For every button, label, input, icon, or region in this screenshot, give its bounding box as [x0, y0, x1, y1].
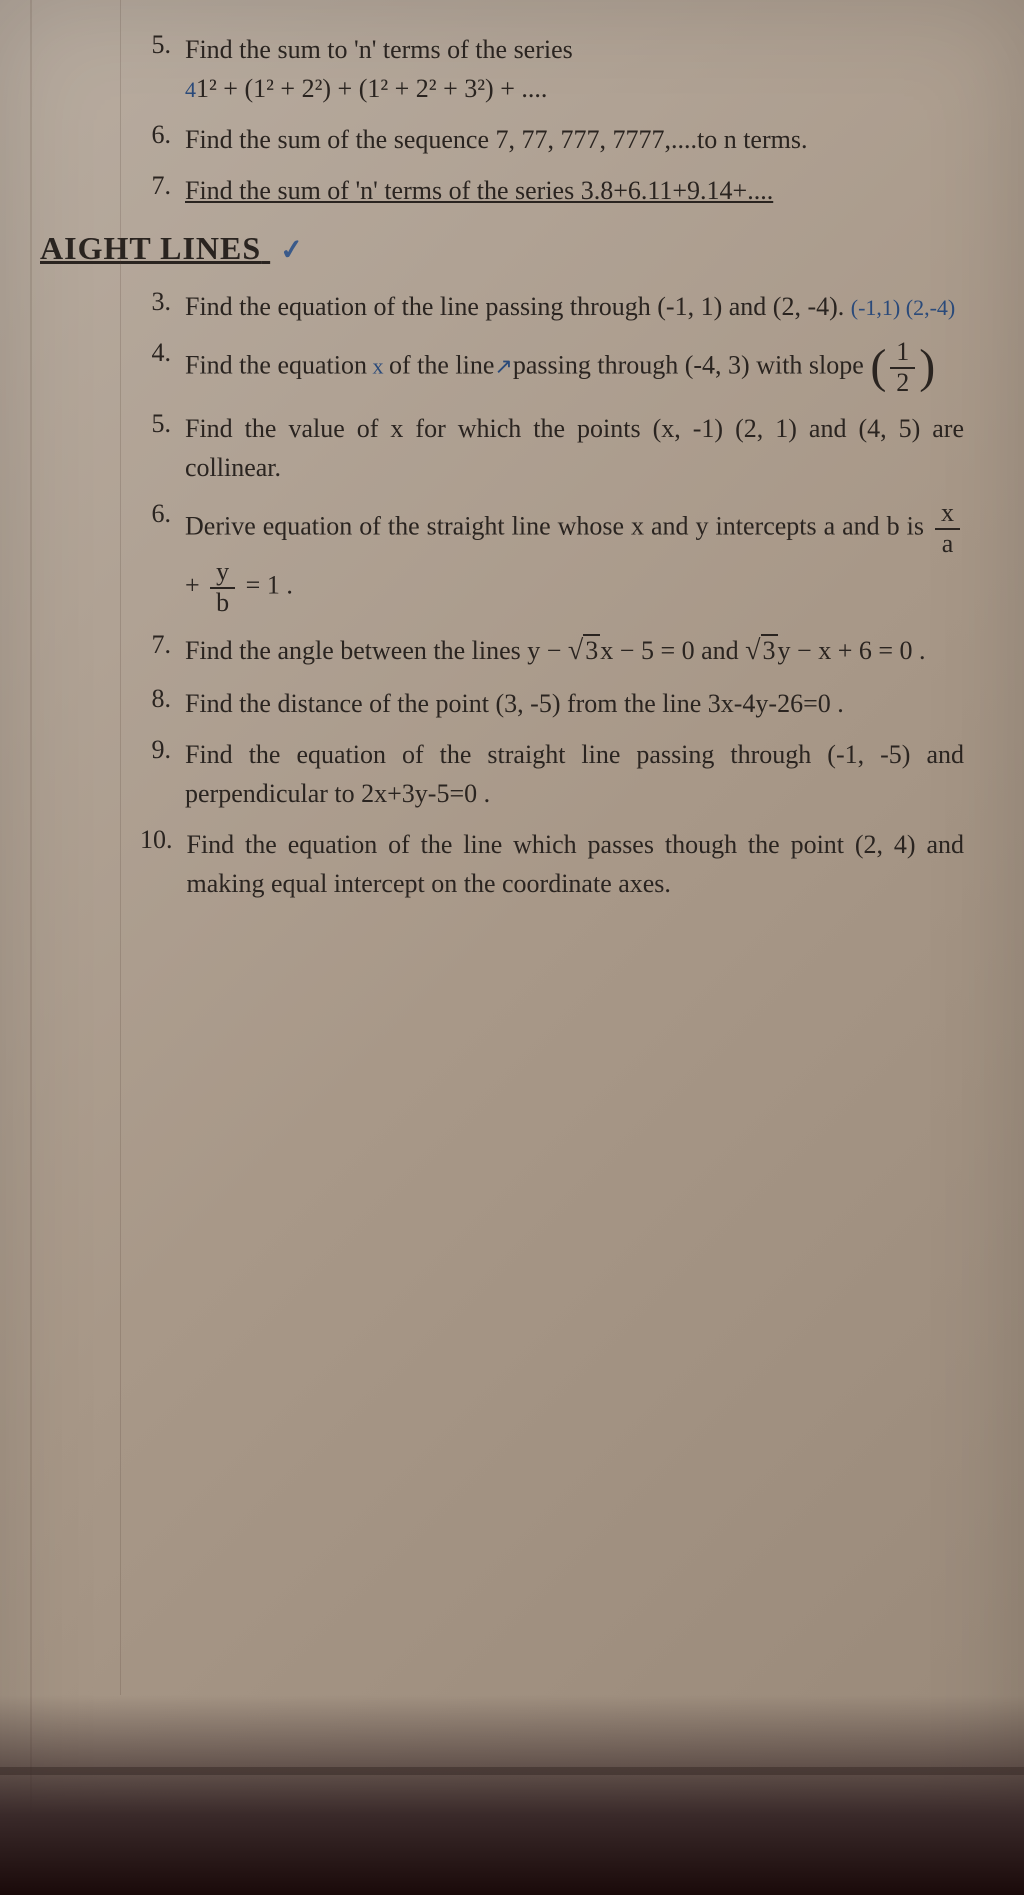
- sqrt-expression: 3: [745, 630, 777, 672]
- question-text: Find the distance of the point (3, -5) f…: [185, 684, 964, 723]
- sqrt-expression: 3: [568, 630, 600, 672]
- question-number: 7.: [140, 630, 185, 660]
- question-number: 5.: [140, 30, 185, 60]
- handwritten-annotation: ↗: [494, 354, 512, 379]
- question-number: 5.: [140, 409, 185, 439]
- fraction: 1 2: [890, 338, 915, 397]
- fraction-expression: ( 1 2 ): [870, 338, 935, 397]
- question-text: Find the equation x of the line↗passing …: [185, 338, 964, 397]
- question-item: 7. Find the angle between the lines y − …: [140, 630, 964, 672]
- column-divider: [120, 0, 121, 1695]
- left-paren: (: [870, 348, 886, 386]
- question-number: 6.: [140, 499, 185, 529]
- top-section: 5. Find the sum to 'n' terms of the seri…: [40, 20, 964, 210]
- fraction: y b: [210, 558, 235, 617]
- question-number: 10.: [140, 825, 187, 855]
- question-item: 6. Derive equation of the straight line …: [140, 499, 964, 617]
- question-text: Find the sum of the sequence 7, 77, 777,…: [185, 120, 964, 159]
- question-text: Derive equation of the straight line who…: [185, 499, 964, 617]
- bottom-section: 3. Find the equation of the line passing…: [40, 287, 964, 903]
- formula-text: 1² + (1² + 2²) + (1² + 2² + 3²) + ....: [196, 74, 547, 103]
- question-number: 6.: [140, 120, 185, 150]
- fraction: x a: [935, 499, 960, 558]
- question-item: 5. Find the sum to 'n' terms of the seri…: [140, 30, 964, 108]
- question-text: Find the value of x for which the points…: [185, 409, 964, 487]
- checkmark-icon: ✓: [279, 232, 306, 268]
- handwritten-annotation: x: [367, 354, 389, 379]
- question-number: 7.: [140, 171, 185, 201]
- question-text: Find the equation of the straight line p…: [185, 735, 964, 813]
- question-item: 5. Find the value of x for which the poi…: [140, 409, 964, 487]
- question-item: 8. Find the distance of the point (3, -5…: [140, 684, 964, 723]
- handwritten-annotation: (-1,1) (2,-4): [851, 295, 955, 320]
- bottom-shadow: [0, 1695, 1024, 1895]
- question-number: 8.: [140, 684, 185, 714]
- question-item: 3. Find the equation of the line passing…: [140, 287, 964, 326]
- right-paren: ): [919, 348, 935, 386]
- question-text: Find the sum of 'n' terms of the series …: [185, 171, 964, 210]
- section-heading: AIGHT LINES ✓: [40, 230, 964, 267]
- question-item: 9. Find the equation of the straight lin…: [140, 735, 964, 813]
- question-number: 3.: [140, 287, 185, 317]
- question-item: 7. Find the sum of 'n' terms of the seri…: [140, 171, 964, 210]
- question-item: 6. Find the sum of the sequence 7, 77, 7…: [140, 120, 964, 159]
- question-item: 4. Find the equation x of the line↗passi…: [140, 338, 964, 397]
- handwritten-annotation: 4: [185, 77, 196, 102]
- question-text: Find the equation of the line passing th…: [185, 287, 964, 326]
- question-item: 10. Find the equation of the line which …: [140, 825, 964, 903]
- question-text: Find the equation of the line which pass…: [187, 825, 965, 903]
- question-number: 9.: [140, 735, 185, 765]
- question-text: Find the angle between the lines y − 3x …: [185, 630, 964, 672]
- question-number: 4.: [140, 338, 185, 368]
- document-page: 5. Find the sum to 'n' terms of the seri…: [0, 0, 1024, 1895]
- question-text: Find the sum to 'n' terms of the series …: [185, 30, 964, 108]
